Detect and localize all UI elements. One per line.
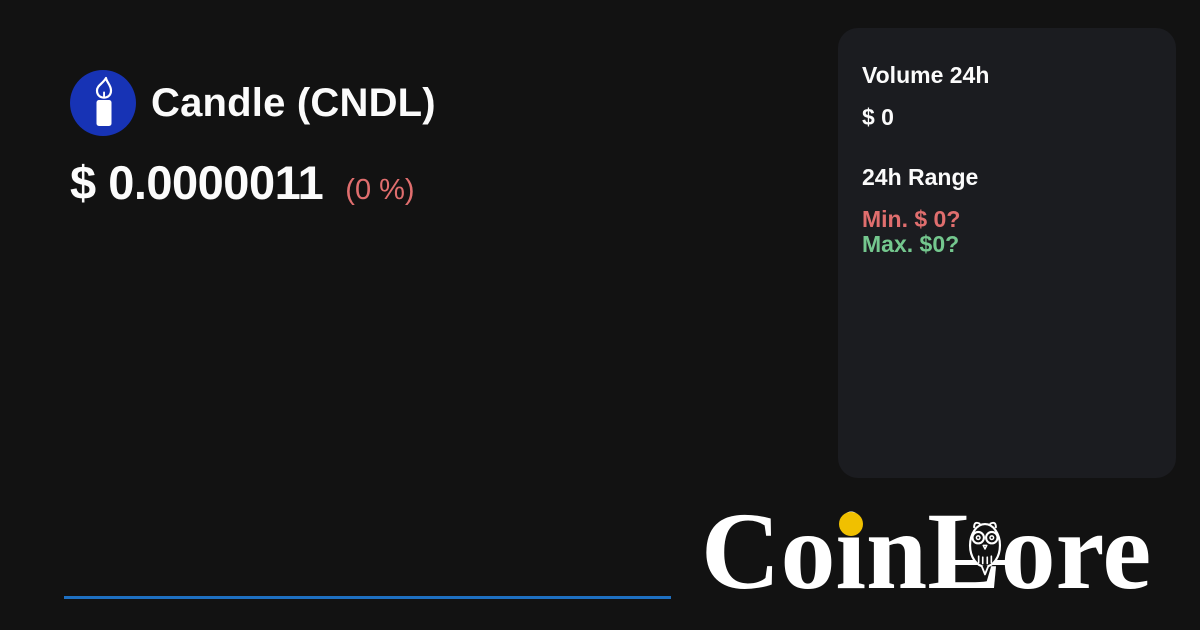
range-label: 24h Range (862, 164, 979, 190)
range-min-value: Min. $ 0? (862, 206, 961, 232)
coin-logo-badge (70, 70, 136, 136)
divider-line (64, 596, 671, 599)
price-row: $ 0.0000011 (0 %) (70, 155, 415, 210)
volume-label: Volume 24h (862, 62, 990, 88)
gold-dot-icon (838, 512, 863, 536)
range-max-value: Max. $0? (862, 231, 960, 257)
logo-text-ore: ore (1000, 490, 1152, 612)
logo-text-n: n (866, 490, 928, 612)
volume-value: $ 0 (862, 104, 894, 130)
coin-header: Candle (CNDL) (70, 70, 436, 136)
coinlore-logo: Co i n L ore (701, 496, 1151, 606)
logo-letter-i-wrap: i (835, 496, 866, 606)
coin-price: $ 0.0000011 (70, 156, 324, 209)
coin-title: Candle (CNDL) (151, 80, 436, 125)
logo-text-co: Co (701, 490, 836, 612)
owl-icon (969, 521, 1002, 576)
stats-card: Volume 24h $ 0 24h Range Min. $ 0? Max. … (838, 28, 1176, 478)
candle-icon (95, 76, 113, 126)
coin-change-percent: (0 %) (345, 174, 415, 206)
logo-letter-l-wrap: L (927, 496, 1010, 606)
